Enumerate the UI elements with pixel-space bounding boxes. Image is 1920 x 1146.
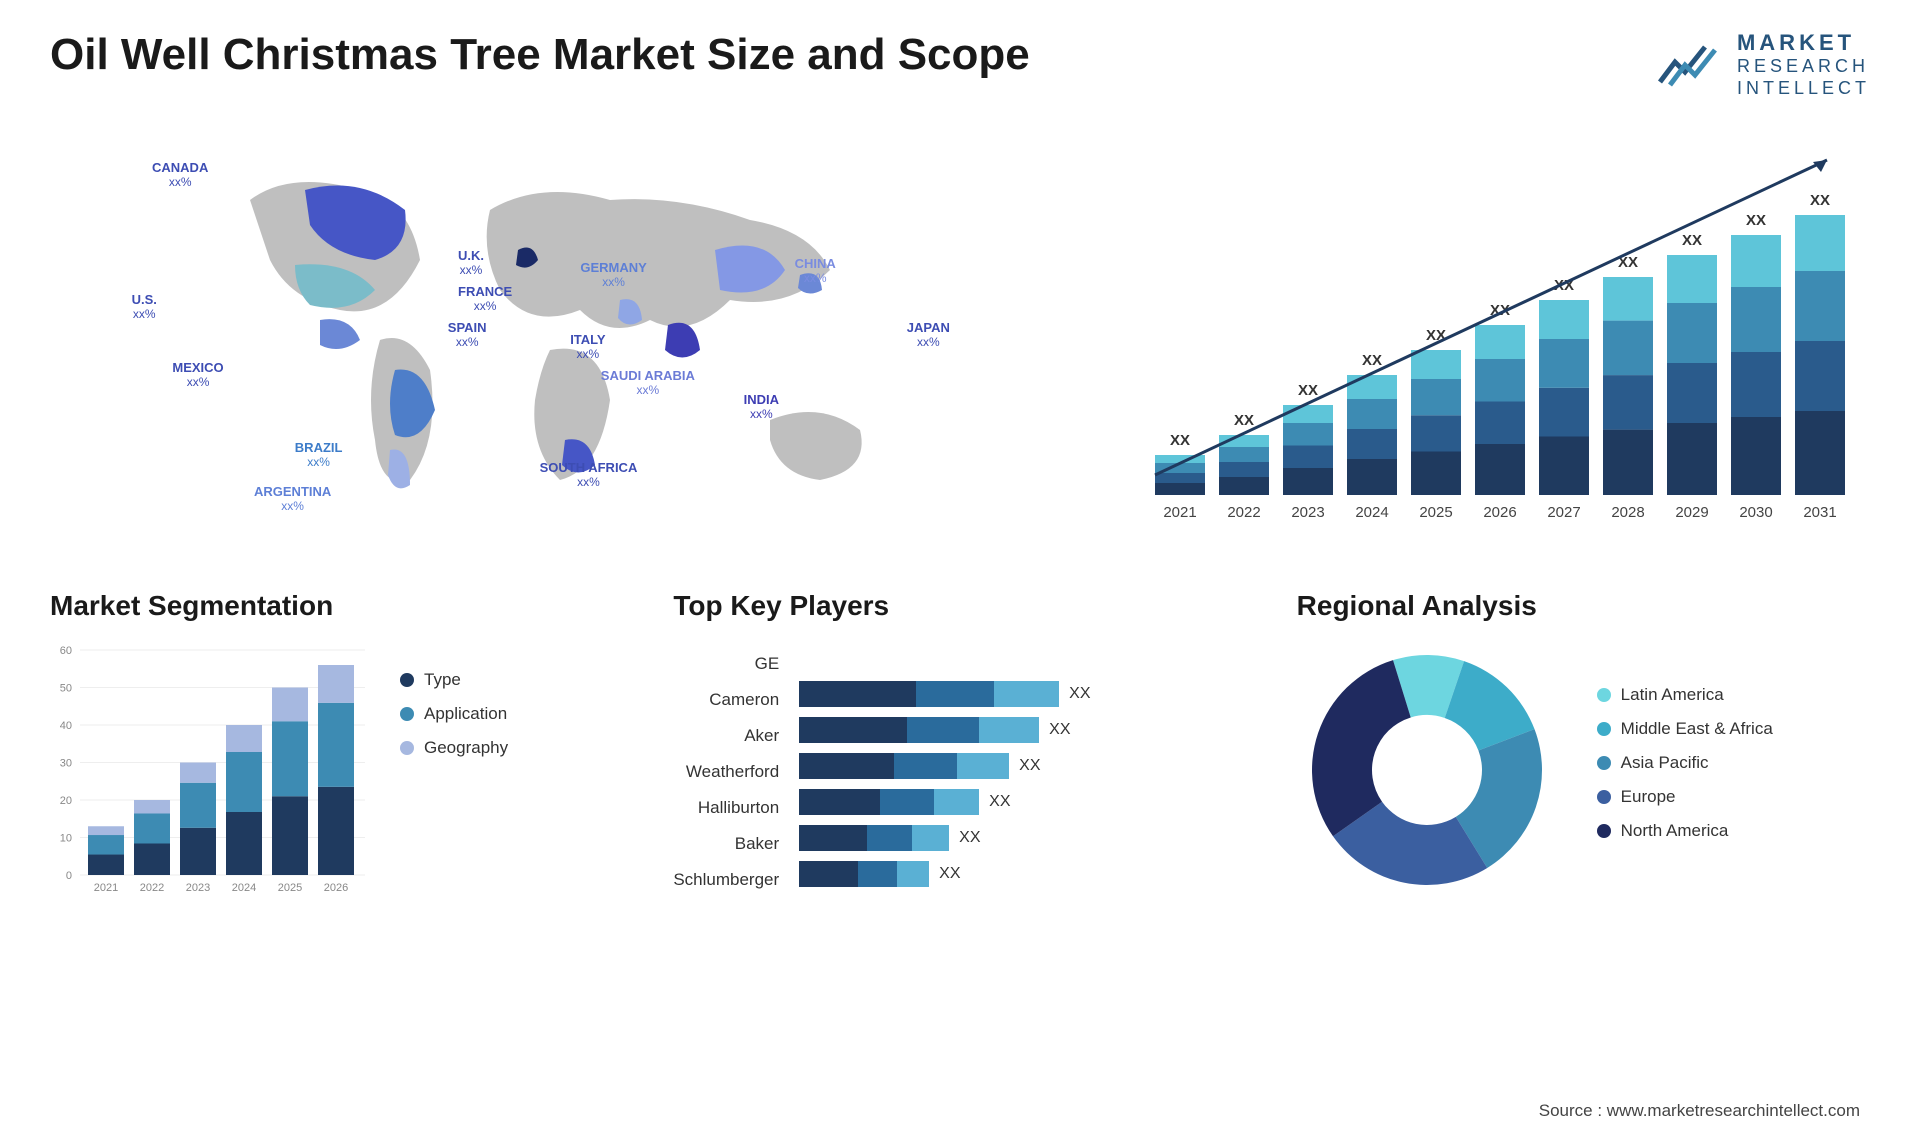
regional-title: Regional Analysis (1297, 590, 1870, 622)
svg-text:2022: 2022 (140, 882, 164, 894)
svg-text:2027: 2027 (1547, 504, 1580, 521)
world-map: CANADAxx% U.S.xx% MEXICOxx% BRAZILxx% ARGENT… (50, 140, 1070, 540)
svg-text:XX: XX (1682, 232, 1702, 249)
player-label: Weatherford (673, 754, 779, 790)
player-row: XX (799, 748, 1247, 784)
player-label: Aker (673, 718, 779, 754)
player-label: GE (673, 646, 779, 682)
players-panel: Top Key Players GECameronAkerWeatherford… (673, 590, 1246, 930)
segmentation-panel: Market Segmentation 0 10 20 30 40 50 60 2021 202… (50, 590, 623, 930)
player-label: Halliburton (673, 790, 779, 826)
player-label: Schlumberger (673, 862, 779, 898)
map-label-us: U.S.xx% (132, 292, 157, 321)
regional-legend-item: Middle East & Africa (1597, 719, 1870, 739)
growth-chart: XX 2021 XX 2022 XX 2023 XX 2024 XX 2025 XX 2026 XX 20… (1130, 140, 1870, 540)
logo-line3: INTELLECT (1737, 78, 1870, 100)
svg-text:2025: 2025 (278, 882, 302, 894)
seg-title: Market Segmentation (50, 590, 623, 622)
regional-legend-item: North America (1597, 821, 1870, 841)
map-label-brazil: BRAZILxx% (295, 440, 343, 469)
map-label-mexico: MEXICOxx% (172, 360, 223, 389)
svg-text:30: 30 (60, 757, 72, 769)
map-label-japan: JAPANxx% (907, 320, 950, 349)
player-row (799, 640, 1247, 676)
logo-line1: MARKET (1737, 30, 1870, 56)
growth-svg: XX 2021 XX 2022 XX 2023 XX 2024 XX 2025 XX 2026 XX 20… (1130, 140, 1870, 540)
svg-text:2026: 2026 (324, 882, 348, 894)
seg-legend-item: Application (400, 704, 623, 724)
svg-text:XX: XX (1746, 212, 1766, 229)
map-label-argentina: ARGENTINAxx% (254, 484, 331, 513)
svg-text:2024: 2024 (1355, 504, 1388, 521)
source-text: Source : www.marketresearchintellect.com (1539, 1101, 1860, 1121)
svg-text:XX: XX (1234, 412, 1254, 429)
regional-legend-item: Latin America (1597, 685, 1870, 705)
map-label-france: FRANCExx% (458, 284, 512, 313)
svg-text:XX: XX (1362, 352, 1382, 369)
map-label-italy: ITALYxx% (570, 332, 605, 361)
players-bars: XXXXXXXXXXXX (799, 640, 1247, 898)
svg-text:2023: 2023 (186, 882, 210, 894)
logo-icon (1655, 37, 1725, 92)
map-label-germany: GERMANYxx% (580, 260, 646, 289)
logo-line2: RESEARCH (1737, 56, 1870, 78)
player-row: XX (799, 856, 1247, 892)
logo: MARKET RESEARCH INTELLECT (1655, 30, 1870, 100)
player-label: Baker (673, 826, 779, 862)
players-title: Top Key Players (673, 590, 1246, 622)
svg-text:2026: 2026 (1483, 504, 1516, 521)
seg-legend: Type Application Geography (400, 640, 623, 900)
svg-text:2021: 2021 (94, 882, 118, 894)
seg-legend-item: Geography (400, 738, 623, 758)
donut-svg (1297, 640, 1557, 900)
svg-text:10: 10 (60, 832, 72, 844)
svg-text:2025: 2025 (1419, 504, 1452, 521)
map-label-southafrica: SOUTH AFRICAxx% (540, 460, 638, 489)
regional-legend-item: Asia Pacific (1597, 753, 1870, 773)
svg-text:XX: XX (1298, 382, 1318, 399)
svg-text:2030: 2030 (1739, 504, 1772, 521)
regional-legend: Latin America Middle East & Africa Asia Pa… (1597, 685, 1870, 855)
svg-text:2029: 2029 (1675, 504, 1708, 521)
svg-text:2031: 2031 (1803, 504, 1836, 521)
map-label-saudiarabia: SAUDI ARABIAxx% (601, 368, 695, 397)
svg-text:2021: 2021 (1163, 504, 1196, 521)
svg-text:60: 60 (60, 645, 72, 657)
svg-text:2024: 2024 (232, 882, 256, 894)
map-label-spain: SPAINxx% (448, 320, 487, 349)
map-label-india: INDIAxx% (744, 392, 779, 421)
svg-text:XX: XX (1810, 192, 1830, 209)
svg-text:2028: 2028 (1611, 504, 1644, 521)
svg-text:2022: 2022 (1227, 504, 1260, 521)
page-title: Oil Well Christmas Tree Market Size and … (50, 30, 1030, 80)
regional-panel: Regional Analysis Latin America Middle Ea… (1297, 590, 1870, 930)
player-row: XX (799, 712, 1247, 748)
player-row: XX (799, 676, 1247, 712)
svg-text:0: 0 (66, 870, 72, 882)
player-row: XX (799, 820, 1247, 856)
seg-legend-item: Type (400, 670, 623, 690)
players-labels: GECameronAkerWeatherfordHalliburtonBaker… (673, 640, 779, 898)
svg-text:50: 50 (60, 682, 72, 694)
map-label-china: CHINAxx% (795, 256, 836, 285)
player-row: XX (799, 784, 1247, 820)
svg-text:20: 20 (60, 795, 72, 807)
svg-text:XX: XX (1170, 432, 1190, 449)
map-label-canada: CANADAxx% (152, 160, 208, 189)
regional-legend-item: Europe (1597, 787, 1870, 807)
player-label: Cameron (673, 682, 779, 718)
map-label-uk: U.K.xx% (458, 248, 484, 277)
seg-svg: 0 10 20 30 40 50 60 2021 2022 2023 2024 2025 2026 (50, 640, 370, 900)
svg-text:40: 40 (60, 720, 72, 732)
svg-text:2023: 2023 (1291, 504, 1324, 521)
